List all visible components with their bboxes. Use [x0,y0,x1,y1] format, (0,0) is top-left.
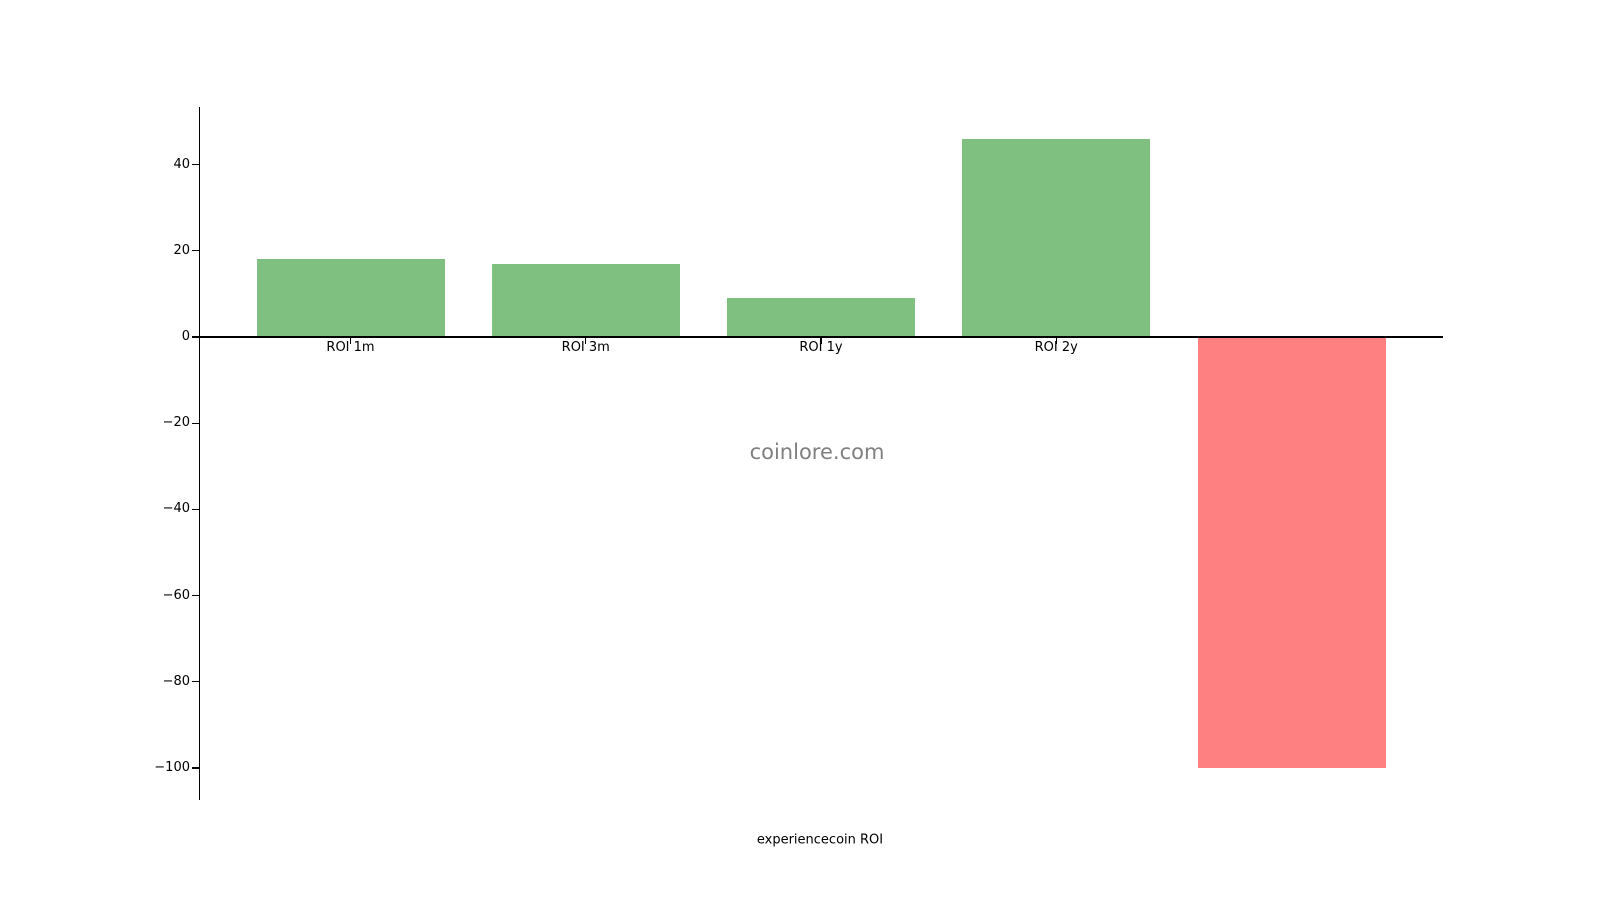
bar-roi-1m [256,259,445,337]
y-tick-mark-0 [191,336,199,338]
y-tick-mark-20 [191,250,199,252]
y-tick-label--60: −60 [162,587,190,603]
x-tick-label-roi-1m: ROI 1m [326,340,375,355]
bar-roi-1y [727,298,915,337]
bar-unlabeled-4 [1197,337,1386,768]
y-tick-mark--20 [191,422,199,424]
y-tick-mark--80 [191,681,199,683]
watermark: coinlore.com [749,440,885,464]
x-tick-label-roi-3m: ROI 3m [561,340,610,355]
x-tick-mark-roi-2y [1055,337,1057,344]
y-tick-mark-40 [191,164,199,166]
x-tick-label-roi-2y: ROI 2y [1034,340,1078,355]
y-tick-label--80: −80 [162,673,190,689]
y-tick-mark--40 [191,508,199,510]
x-tick-mark-roi-1y [820,337,822,344]
y-tick-mark--60 [191,595,199,597]
y-tick-label--100: −100 [154,760,190,775]
y-tick-label--40: −40 [162,501,190,517]
y-tick-mark--100 [191,767,199,769]
y-tick-label--20: −20 [162,415,190,431]
y-tick-label-20: 20 [173,242,190,258]
x-axis-label: experiencecoin ROI [756,832,884,848]
bar-roi-2y [962,138,1151,337]
y-tick-label-40: 40 [173,156,190,172]
y-axis-spine [198,107,200,800]
x-tick-label-roi-1y: ROI 1y [799,340,843,355]
x-axis-line [198,336,1443,338]
x-tick-mark-roi-1m [349,337,352,344]
x-tick-mark-roi-3m [585,337,587,344]
y-tick-label-0: 0 [181,329,190,344]
bar-roi-3m [491,263,680,337]
